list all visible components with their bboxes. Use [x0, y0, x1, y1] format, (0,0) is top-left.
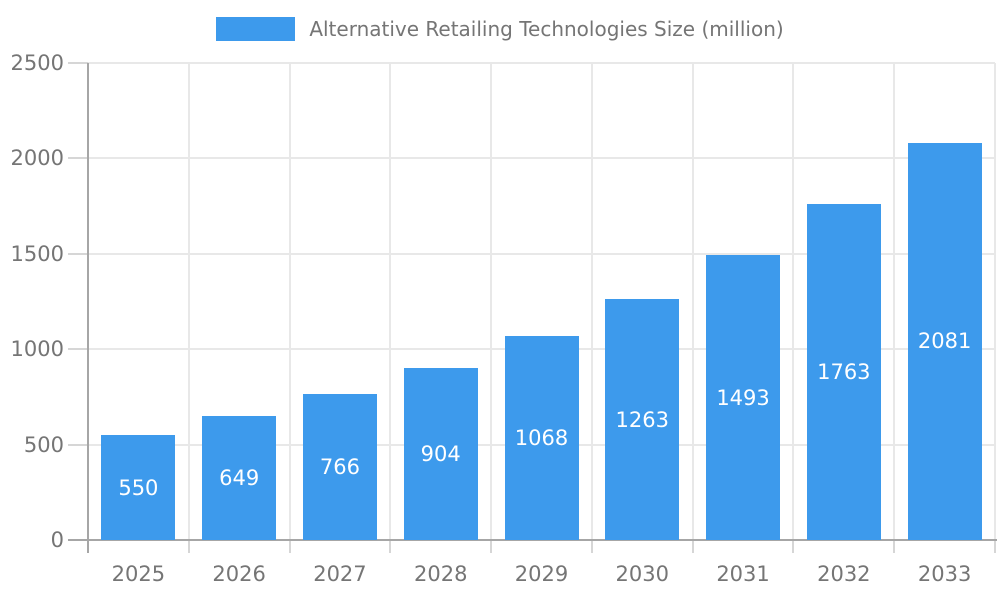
bar[interactable]: 1068 [504, 336, 579, 540]
x-axis-tick-label: 2030 [615, 562, 669, 586]
bar-value-label: 766 [319, 454, 360, 479]
x-axis-tick-label: 2033 [917, 562, 972, 586]
legend-swatch [216, 17, 296, 41]
bar-value-label: 1263 [615, 407, 669, 432]
y-axis-tick-label: 1000 [10, 337, 64, 362]
bar[interactable]: 1493 [706, 255, 781, 540]
x-axis-tick-label: 2029 [514, 562, 569, 586]
x-axis-tick [389, 540, 392, 553]
x-axis-tick [691, 540, 694, 553]
x-axis-tick-label: 2032 [817, 562, 871, 586]
legend-item[interactable]: Alternative Retailing Technologies Size … [0, 17, 1000, 41]
bar[interactable]: 550 [101, 435, 176, 540]
y-axis-tick [68, 62, 88, 64]
y-axis-tick-label: 1500 [10, 241, 64, 266]
gridline [88, 62, 995, 64]
gridline [590, 63, 593, 540]
bar[interactable]: 1763 [806, 203, 881, 540]
bar-value-label: 649 [219, 466, 260, 491]
y-axis-tick [68, 252, 88, 255]
x-axis-tick-label: 2025 [111, 562, 166, 586]
bar[interactable]: 649 [202, 416, 277, 540]
x-axis-tick [590, 540, 593, 553]
y-axis-tick [68, 443, 88, 446]
x-axis-tick [187, 540, 190, 553]
y-axis-tick-label: 500 [23, 432, 64, 457]
bar[interactable]: 1263 [605, 299, 680, 540]
gridline [88, 157, 995, 160]
bar-value-label: 904 [420, 441, 461, 466]
bar-value-label: 550 [118, 475, 159, 500]
x-axis-tick [288, 540, 291, 553]
gridline [187, 63, 190, 540]
x-axis-tick-label: 2026 [212, 562, 266, 586]
y-axis-tick [68, 157, 88, 160]
gridline [88, 252, 995, 255]
y-axis-tick-label: 0 [50, 528, 64, 552]
x-axis-tick-label: 2027 [313, 562, 367, 586]
bar-value-label: 1068 [514, 426, 569, 451]
gridline [792, 63, 795, 540]
gridline [691, 63, 694, 540]
x-axis-tick-label: 2031 [716, 562, 770, 586]
gridline [893, 63, 896, 540]
bar[interactable]: 904 [403, 367, 478, 540]
x-axis-tick [994, 540, 996, 553]
bar-value-label: 1763 [817, 359, 871, 384]
x-axis-tick [792, 540, 795, 553]
x-axis-tick [490, 540, 493, 553]
bar-value-label: 2081 [917, 329, 972, 354]
y-axis-line [87, 63, 89, 553]
y-axis-tick [68, 348, 88, 351]
x-axis-tick [893, 540, 896, 553]
y-axis-tick-label: 2500 [10, 51, 64, 75]
x-axis-tick-label: 2028 [413, 562, 468, 586]
bar-value-label: 1493 [716, 385, 770, 410]
gridline [288, 63, 291, 540]
legend-label: Alternative Retailing Technologies Size … [309, 17, 784, 41]
bar[interactable]: 2081 [907, 142, 982, 540]
y-axis-tick-label: 2000 [10, 146, 64, 171]
x-axis-line [68, 539, 997, 541]
gridline [994, 63, 996, 540]
gridline [490, 63, 493, 540]
gridline [389, 63, 392, 540]
bar[interactable]: 766 [302, 393, 377, 540]
